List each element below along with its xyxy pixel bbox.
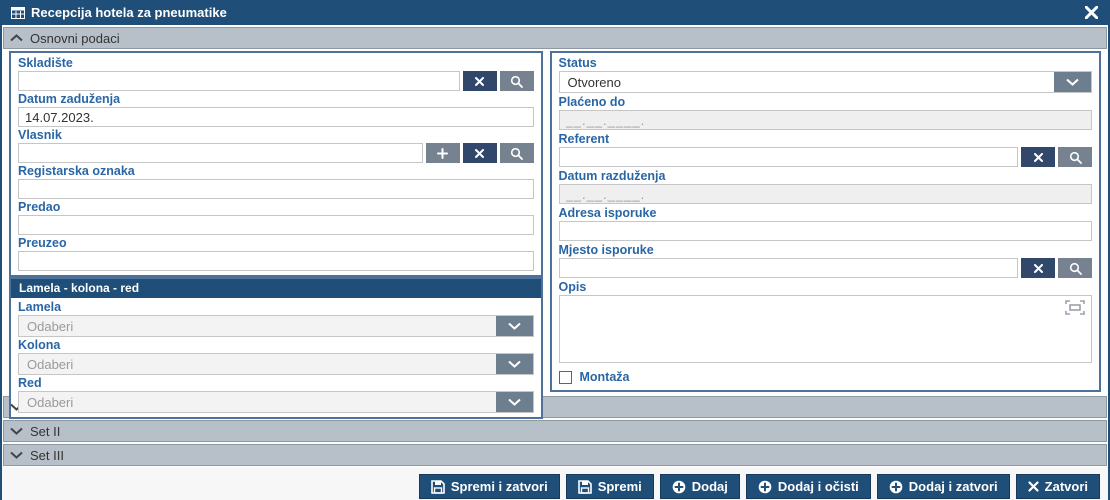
registarska-oznaka-label: Registarska oznaka (18, 164, 135, 178)
datum-zaduzenja-label: Datum zaduženja (18, 92, 121, 106)
preuzeo-input[interactable] (18, 251, 534, 271)
adresa-isporuke-label: Adresa isporuke (558, 206, 657, 220)
spremi-button[interactable]: Spremi (565, 474, 654, 499)
left-column: Skladište Datum zaduženja Vlasnik (9, 51, 543, 419)
chevron-down-icon (10, 427, 23, 435)
datum-razduzenja-label: Datum razduženja (558, 169, 666, 183)
referent-label: Referent (558, 132, 610, 146)
skladiste-search-icon[interactable] (499, 71, 534, 91)
predao-label: Predao (18, 200, 61, 214)
section-label: Osnovni podaci (30, 30, 120, 46)
status-label: Status (558, 56, 597, 70)
plus-circle-icon (758, 480, 772, 493)
skladiste-clear-icon[interactable] (462, 71, 497, 91)
registarska-oznaka-input[interactable] (18, 179, 534, 199)
opis-textarea[interactable] (558, 295, 1092, 363)
referent-clear-icon[interactable] (1021, 147, 1055, 167)
mjesto-isporuke-label: Mjesto isporuke (558, 243, 654, 257)
montaza-label: Montaža (579, 370, 630, 384)
mjesto-search-icon[interactable] (1058, 258, 1092, 278)
section-header-set-3[interactable]: Set III (3, 444, 1107, 466)
dodaj-i-ocisti-button[interactable]: Dodaj i očisti (745, 474, 871, 499)
footer-toolbar: Spremi i zatvori Spremi Dodaj Dodaj i oč… (2, 467, 1108, 500)
mjesto-clear-icon[interactable] (1021, 258, 1055, 278)
close-icon[interactable] (1085, 6, 1098, 19)
chevron-down-icon[interactable] (495, 392, 533, 412)
section-label: Set II (30, 423, 61, 439)
lamela-select[interactable]: Odaberi (18, 315, 534, 337)
referent-search-icon[interactable] (1058, 147, 1092, 167)
predao-input[interactable] (18, 215, 534, 235)
red-select[interactable]: Odaberi (18, 391, 534, 413)
chevron-down-icon[interactable] (495, 316, 533, 336)
chevron-down-icon[interactable] (1054, 72, 1091, 92)
lamela-label: Lamela (18, 300, 62, 314)
x-icon (1028, 481, 1039, 492)
preuzeo-label: Preuzeo (18, 236, 67, 250)
placeno-do-label: Plaćeno do (558, 95, 626, 109)
dodaj-button[interactable]: Dodaj (659, 474, 740, 499)
opis-label: Opis (558, 280, 587, 294)
lamela-section-header: Lamela - kolona - red (11, 279, 541, 298)
chevron-down-icon[interactable] (495, 354, 533, 374)
skladiste-label: Skladište (18, 56, 73, 70)
dodaj-i-zatvori-button[interactable]: Dodaj i zatvori (876, 474, 1010, 499)
red-label: Red (18, 376, 42, 390)
vlasnik-label: Vlasnik (18, 128, 62, 142)
osnovni-podaci-content: Skladište Datum zaduženja Vlasnik (2, 50, 1108, 419)
lamela-panel: Lamela - kolona - red Lamela Odaberi Kol… (9, 277, 543, 419)
montaza-checkbox[interactable] (558, 370, 572, 384)
table-icon (11, 6, 25, 19)
plus-circle-icon (889, 480, 903, 493)
save-icon (577, 479, 592, 494)
window-title: Recepcija hotela za pneumatike (31, 5, 227, 20)
left-panel: Skladište Datum zaduženja Vlasnik (9, 51, 543, 277)
spremi-i-zatvori-button[interactable]: Spremi i zatvori (418, 474, 560, 499)
zatvori-button[interactable]: Zatvori (1015, 474, 1100, 499)
kolona-label: Kolona (18, 338, 61, 352)
adresa-isporuke-input[interactable] (558, 221, 1092, 241)
section-header-set-2[interactable]: Set II (3, 420, 1107, 442)
vlasnik-clear-icon[interactable] (462, 143, 497, 163)
kolona-select[interactable]: Odaberi (18, 353, 534, 375)
vlasnik-add-icon[interactable] (425, 143, 460, 163)
montaza-row: Montaža (558, 367, 1093, 387)
datum-razduzenja-input[interactable] (558, 184, 1092, 204)
referent-input[interactable] (558, 147, 1018, 167)
skladiste-input[interactable] (18, 71, 460, 91)
section-label: Set III (30, 447, 64, 463)
plus-circle-icon (672, 480, 686, 493)
right-panel: Status Otvoreno Plaćeno do Referent (549, 51, 1101, 392)
save-icon (431, 479, 445, 494)
status-select[interactable]: Otvoreno (558, 71, 1092, 93)
placeno-do-input[interactable] (558, 110, 1092, 130)
mjesto-isporuke-input[interactable] (558, 258, 1018, 278)
section-header-osnovni-podaci[interactable]: Osnovni podaci (3, 27, 1107, 49)
chevron-down-icon (10, 451, 23, 459)
status-select-value: Otvoreno (567, 74, 621, 90)
lamela-select-placeholder: Odaberi (27, 318, 74, 334)
chevron-up-icon (10, 34, 23, 42)
titlebar: Recepcija hotela za pneumatike (2, 0, 1108, 25)
expand-icon[interactable] (1065, 300, 1085, 315)
red-select-placeholder: Odaberi (27, 394, 74, 410)
kolona-select-placeholder: Odaberi (27, 356, 74, 372)
vlasnik-search-icon[interactable] (499, 143, 534, 163)
vlasnik-input[interactable] (18, 143, 423, 163)
datum-zaduzenja-input[interactable] (18, 107, 534, 127)
